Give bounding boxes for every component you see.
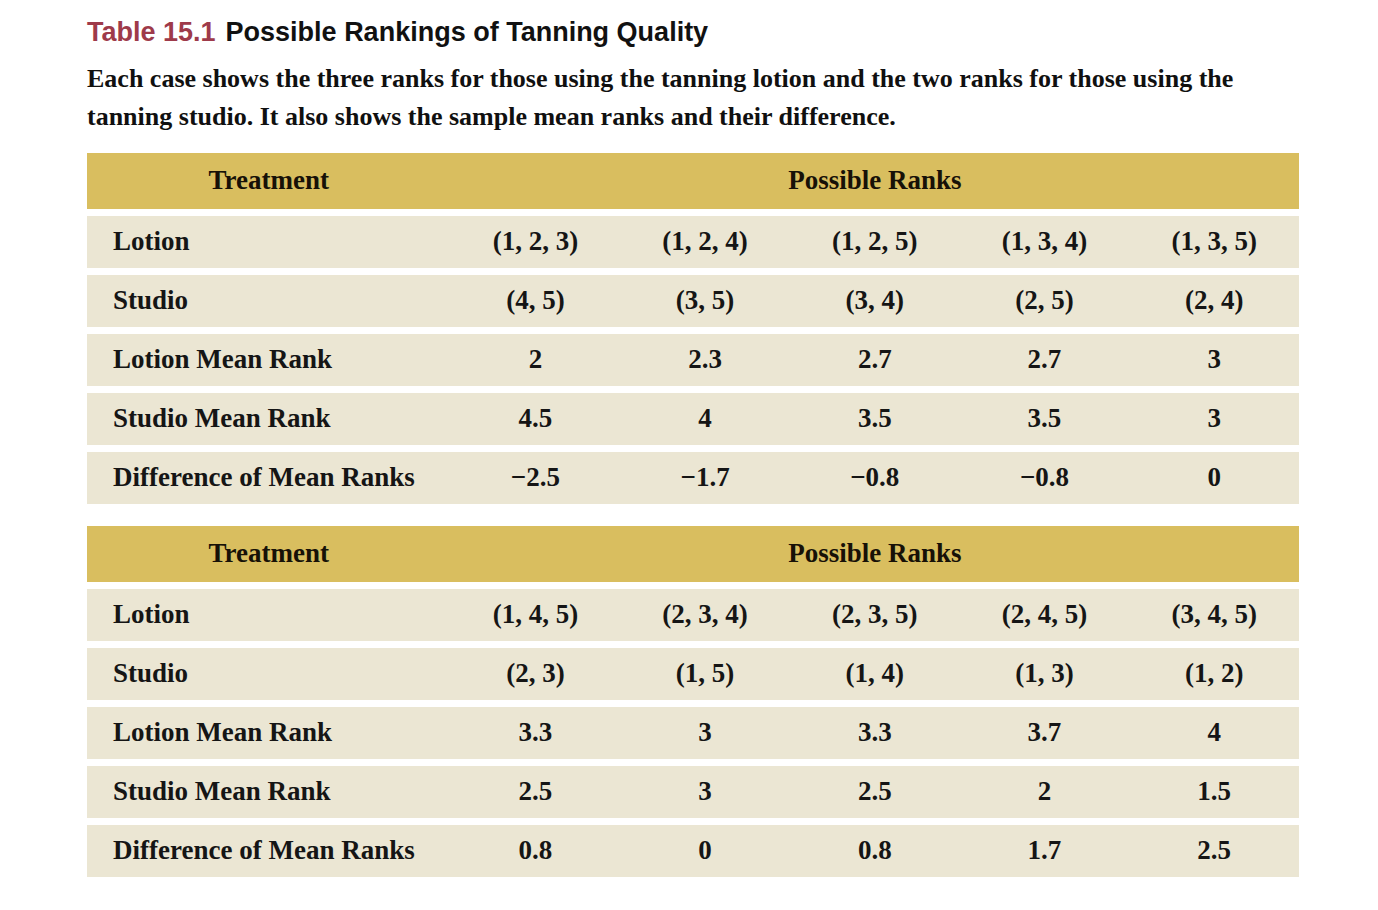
row-label: Lotion: [87, 216, 451, 268]
value-cell: (3, 4, 5): [1129, 589, 1299, 641]
row-label: Lotion: [87, 589, 451, 641]
value-cell: (1, 3, 4): [960, 216, 1130, 268]
value-cell: (1, 3): [960, 648, 1130, 700]
table-row: Difference of Mean Ranks0.800.81.72.5: [87, 825, 1299, 877]
table-number-label: Table 15.1: [87, 17, 216, 47]
value-cell: (3, 5): [620, 275, 790, 327]
value-cell: 3: [620, 707, 790, 759]
row-label: Difference of Mean Ranks: [87, 825, 451, 877]
value-cell: 2.3: [620, 334, 790, 386]
value-cell: 2: [451, 334, 621, 386]
value-cell: −0.8: [960, 452, 1130, 504]
value-cell: −2.5: [451, 452, 621, 504]
value-cell: (2, 4): [1129, 275, 1299, 327]
row-label: Studio Mean Rank: [87, 393, 451, 445]
table-row: Lotion(1, 2, 3)(1, 2, 4)(1, 2, 5)(1, 3, …: [87, 216, 1299, 268]
row-label: Lotion Mean Rank: [87, 707, 451, 759]
value-cell: 0.8: [451, 825, 621, 877]
value-cell: (4, 5): [451, 275, 621, 327]
possible-rankings-table-bottom: Treatment Possible Ranks Lotion(1, 4, 5)…: [87, 519, 1299, 884]
value-cell: 4: [1129, 707, 1299, 759]
value-cell: 3.3: [790, 707, 960, 759]
value-cell: (1, 2): [1129, 648, 1299, 700]
value-cell: (1, 3, 5): [1129, 216, 1299, 268]
value-cell: 2.7: [790, 334, 960, 386]
possible-ranks-header: Possible Ranks: [451, 153, 1299, 209]
value-cell: (1, 2, 3): [451, 216, 621, 268]
row-label: Difference of Mean Ranks: [87, 452, 451, 504]
value-cell: 3.3: [451, 707, 621, 759]
row-label: Studio: [87, 648, 451, 700]
table-row: Difference of Mean Ranks−2.5−1.7−0.8−0.8…: [87, 452, 1299, 504]
value-cell: (2, 5): [960, 275, 1130, 327]
treatment-header: Treatment: [87, 526, 451, 582]
value-cell: −0.8: [790, 452, 960, 504]
value-cell: 0: [620, 825, 790, 877]
textbook-page: Table 15.1 Possible Rankings of Tanning Q…: [0, 0, 1378, 884]
value-cell: 3.5: [790, 393, 960, 445]
value-cell: (1, 2, 5): [790, 216, 960, 268]
table-title-text: Possible Rankings of Tanning Quality: [226, 17, 709, 47]
table-header-row: Treatment Possible Ranks: [87, 153, 1299, 209]
value-cell: 3.7: [960, 707, 1130, 759]
value-cell: 0.8: [790, 825, 960, 877]
value-cell: 4.5: [451, 393, 621, 445]
row-label: Studio: [87, 275, 451, 327]
value-cell: (2, 3, 5): [790, 589, 960, 641]
value-cell: (3, 4): [790, 275, 960, 327]
table-row: Studio Mean Rank2.532.521.5: [87, 766, 1299, 818]
value-cell: (2, 4, 5): [960, 589, 1130, 641]
page-title: Table 15.1 Possible Rankings of Tanning Q…: [87, 16, 1303, 48]
value-cell: (2, 3, 4): [620, 589, 790, 641]
value-cell: 2.5: [451, 766, 621, 818]
value-cell: (1, 2, 4): [620, 216, 790, 268]
value-cell: 3.5: [960, 393, 1130, 445]
possible-ranks-header: Possible Ranks: [451, 526, 1299, 582]
value-cell: (1, 4, 5): [451, 589, 621, 641]
value-cell: 2.5: [790, 766, 960, 818]
value-cell: 1.5: [1129, 766, 1299, 818]
value-cell: 3: [1129, 334, 1299, 386]
value-cell: 2.5: [1129, 825, 1299, 877]
table-row: Studio Mean Rank4.543.53.53: [87, 393, 1299, 445]
table-header-row: Treatment Possible Ranks: [87, 526, 1299, 582]
value-cell: −1.7: [620, 452, 790, 504]
table-row: Lotion Mean Rank22.32.72.73: [87, 334, 1299, 386]
table-caption: Each case shows the three ranks for thos…: [87, 60, 1299, 135]
treatment-header: Treatment: [87, 153, 451, 209]
value-cell: 3: [620, 766, 790, 818]
value-cell: (2, 3): [451, 648, 621, 700]
table-row: Studio(4, 5)(3, 5)(3, 4)(2, 5)(2, 4): [87, 275, 1299, 327]
value-cell: 0: [1129, 452, 1299, 504]
row-label: Lotion Mean Rank: [87, 334, 451, 386]
possible-rankings-table-top: Treatment Possible Ranks Lotion(1, 2, 3)…: [87, 146, 1299, 511]
table-row: Lotion Mean Rank3.333.33.74: [87, 707, 1299, 759]
table-row: Studio(2, 3)(1, 5)(1, 4)(1, 3)(1, 2): [87, 648, 1299, 700]
value-cell: 4: [620, 393, 790, 445]
value-cell: 3: [1129, 393, 1299, 445]
value-cell: 2: [960, 766, 1130, 818]
value-cell: (1, 5): [620, 648, 790, 700]
row-label: Studio Mean Rank: [87, 766, 451, 818]
value-cell: 2.7: [960, 334, 1130, 386]
value-cell: (1, 4): [790, 648, 960, 700]
table-row: Lotion(1, 4, 5)(2, 3, 4)(2, 3, 5)(2, 4, …: [87, 589, 1299, 641]
value-cell: 1.7: [960, 825, 1130, 877]
